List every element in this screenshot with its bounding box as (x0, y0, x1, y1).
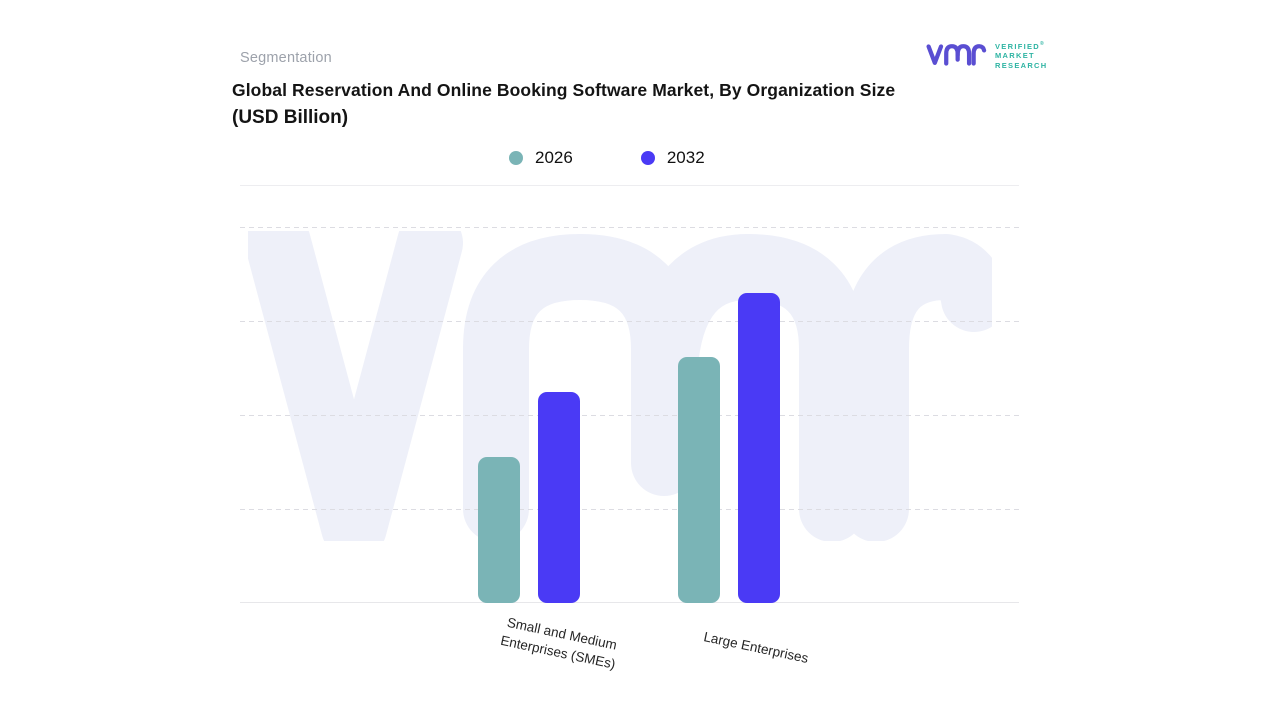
legend-label: 2032 (666, 148, 705, 167)
chart-title-line1: Global Reservation And Online Booking So… (232, 80, 896, 100)
legend-label: 2026 (535, 148, 573, 167)
gridline (240, 509, 1019, 510)
legend-divider (240, 185, 1019, 186)
legend-item-2026: 2026 (509, 148, 573, 168)
chart-title-line2: (USD Billion) (232, 107, 349, 128)
bar-2032-category-1 (738, 293, 780, 603)
x-axis-label-category-1: Large Enterprises (646, 615, 865, 679)
vmr-monogram-icon (926, 44, 987, 66)
bar-2032-category-0 (538, 392, 580, 603)
bar-2026-category-1 (678, 357, 720, 603)
bar-2026-category-0 (478, 457, 520, 603)
registered-trademark-icon: ® (1040, 40, 1044, 47)
gridline (240, 415, 1019, 416)
logo-line-verified: VERIFIED (995, 41, 1040, 51)
gridline (240, 227, 1019, 228)
gridline (240, 321, 1019, 322)
legend-dot-icon (509, 151, 523, 165)
plot-area (240, 227, 1019, 603)
segmentation-label: Segmentation (240, 50, 332, 66)
x-axis-label-line: Large Enterprises (702, 629, 810, 666)
chart-legend: 2026 2032 (509, 148, 705, 168)
logo-line-market: MARKET (995, 51, 1035, 61)
logo-line-research: RESEARCH (995, 60, 1048, 70)
x-axis-label-category-0: Small and Medium Enterprises (SMEs) (448, 602, 671, 685)
legend-item-2032: 2032 (640, 148, 705, 168)
legend-dot-icon (640, 151, 655, 165)
vmr-watermark-icon (248, 231, 992, 541)
vmr-logo-wordmark: VERIFIED® MARKET RESEARCH (995, 40, 1048, 71)
vmr-logo: VERIFIED® MARKET RESEARCH (926, 38, 1048, 72)
x-axis-baseline (240, 602, 1019, 603)
